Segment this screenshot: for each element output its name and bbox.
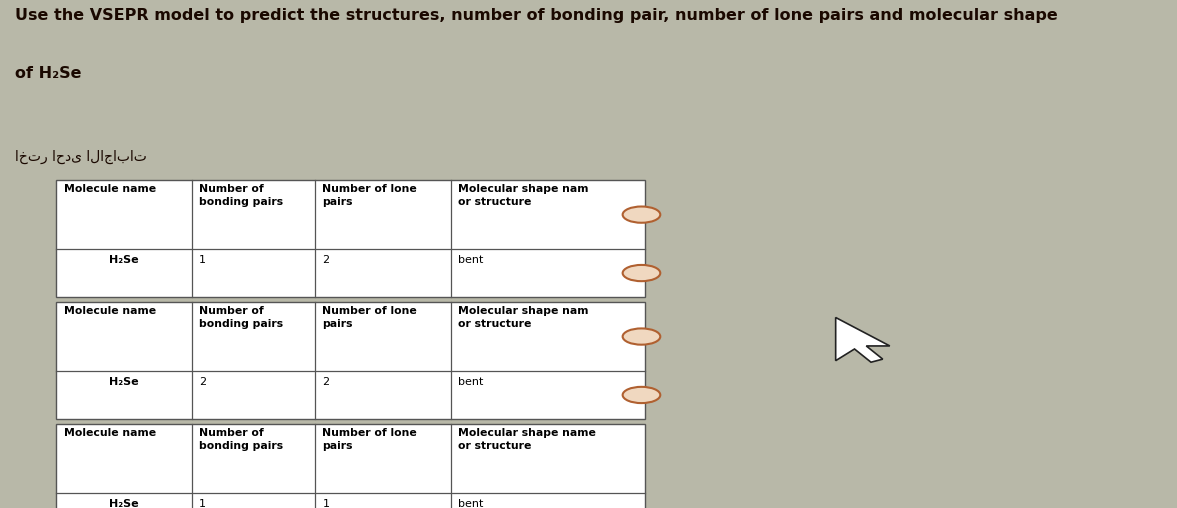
Text: 1: 1	[199, 499, 206, 508]
Text: Number of
bonding pairs: Number of bonding pairs	[199, 428, 282, 451]
Circle shape	[623, 206, 660, 223]
Text: Number of lone
pairs: Number of lone pairs	[322, 184, 418, 207]
Text: H₂Se: H₂Se	[109, 255, 139, 265]
Text: Molecule name: Molecule name	[64, 428, 155, 438]
Text: اختر احدى الاجابات: اختر احدى الاجابات	[15, 150, 147, 164]
Text: Molecular shape nam
or structure: Molecular shape nam or structure	[458, 184, 588, 207]
Bar	[56, 180, 645, 297]
Text: Number of
bonding pairs: Number of bonding pairs	[199, 184, 282, 207]
Text: 2: 2	[199, 377, 206, 387]
Text: Molecular shape nam
or structure: Molecular shape nam or structure	[458, 306, 588, 329]
Text: H₂Se: H₂Se	[109, 499, 139, 508]
Text: Molecule name: Molecule name	[64, 306, 155, 316]
Text: bent: bent	[458, 377, 484, 387]
Text: Number of lone
pairs: Number of lone pairs	[322, 428, 418, 451]
Text: Number of lone
pairs: Number of lone pairs	[322, 306, 418, 329]
Circle shape	[623, 387, 660, 403]
Circle shape	[623, 328, 660, 344]
Text: Molecule name: Molecule name	[64, 184, 155, 195]
Polygon shape	[836, 318, 890, 362]
Text: Molecular shape name
or structure: Molecular shape name or structure	[458, 428, 596, 451]
Text: Use the VSEPR model to predict the structures, number of bonding pair, number of: Use the VSEPR model to predict the struc…	[15, 8, 1058, 23]
Text: bent: bent	[458, 499, 484, 508]
Text: 1: 1	[322, 499, 330, 508]
Circle shape	[623, 265, 660, 281]
Bar	[56, 424, 645, 508]
Text: 1: 1	[199, 255, 206, 265]
Text: Number of
bonding pairs: Number of bonding pairs	[199, 306, 282, 329]
Text: H₂Se: H₂Se	[109, 377, 139, 387]
Text: of H₂Se: of H₂Se	[15, 66, 81, 81]
Text: 2: 2	[322, 377, 330, 387]
Text: 2: 2	[322, 255, 330, 265]
Text: bent: bent	[458, 255, 484, 265]
Bar	[56, 302, 645, 419]
